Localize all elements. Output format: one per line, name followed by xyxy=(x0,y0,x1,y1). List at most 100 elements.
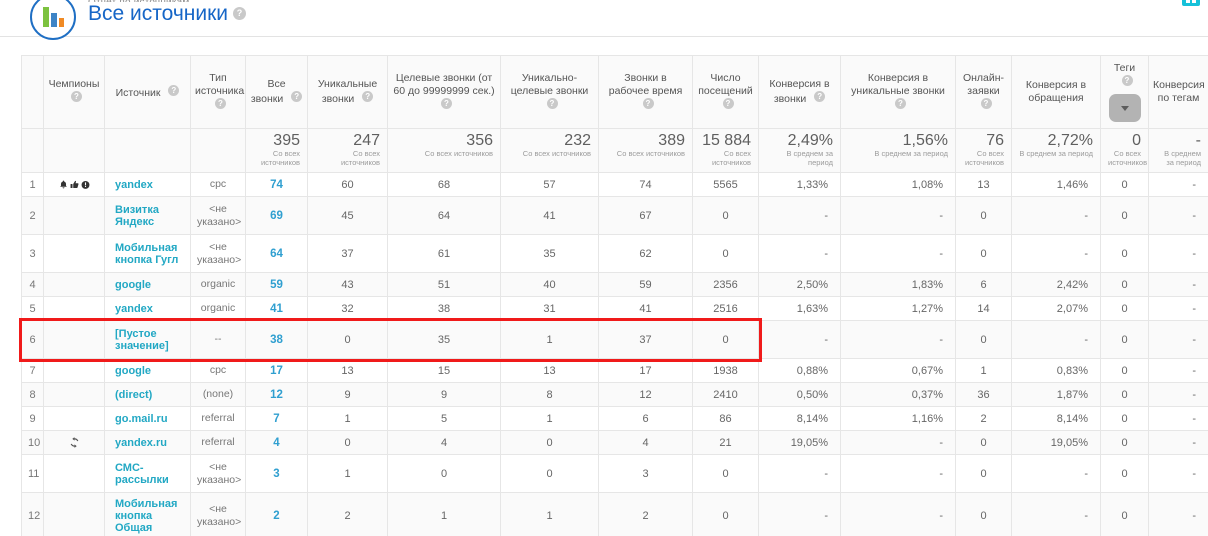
row-source[interactable]: go.mail.ru xyxy=(104,406,191,431)
help-icon[interactable]: ? xyxy=(233,7,247,20)
corner-badge-icon[interactable] xyxy=(1182,0,1200,6)
help-icon[interactable]: ? xyxy=(362,91,374,102)
col-header-work-time-calls[interactable]: Звонки в рабочее время ? xyxy=(598,55,693,129)
help-icon[interactable]: ? xyxy=(291,91,303,102)
table-row[interactable]: 9 go.mail.ru referral 7 1 5 1 6 86 8,14% 1,16% 2 8,1… xyxy=(21,406,1208,431)
help-icon[interactable]: ? xyxy=(546,97,558,109)
row-all-calls[interactable]: 38 xyxy=(245,320,308,359)
row-all-calls[interactable]: 17 xyxy=(245,358,308,383)
table-row[interactable]: 7 google cpc 17 13 15 13 17 1938 0,88% 0,67% 1 0,83%… xyxy=(21,358,1208,383)
source-link[interactable]: google xyxy=(115,278,152,291)
table-row[interactable]: 10 yandex.ru referral 4 0 4 0 4 21 19,05% -0 19,05%… xyxy=(21,430,1208,455)
row-source[interactable]: Визитка Яндекс xyxy=(104,196,191,235)
row-all-calls[interactable]: 74 xyxy=(245,172,308,197)
help-icon[interactable]: ? xyxy=(215,97,226,109)
row-champions[interactable] xyxy=(43,358,105,383)
refresh-icon[interactable] xyxy=(68,437,81,449)
table-row[interactable]: 6 [Пустое значение] -- 38 0 35 1 37 0- -0-0- xyxy=(21,320,1208,359)
alert-icon[interactable] xyxy=(80,179,91,191)
row-champions[interactable] xyxy=(43,454,105,493)
col-header-online-requests[interactable]: Онлайн-заявки ? xyxy=(955,55,1012,129)
row-conversion-appeals: 19,05% xyxy=(1011,430,1101,455)
row-source[interactable]: (direct) xyxy=(104,382,191,407)
row-source[interactable]: Мобильная кнопка Общая xyxy=(104,492,191,536)
row-source[interactable]: Мобильная кнопка Гугл xyxy=(104,234,191,273)
row-all-calls[interactable]: 2 xyxy=(245,492,308,536)
table-row[interactable]: 5 yandex organic 41 32 38 31 41 2516 1,63% 1,27% 14… xyxy=(21,296,1208,321)
source-link[interactable]: go.mail.ru xyxy=(115,412,168,425)
col-header-conversion-appeals[interactable]: Конверсия в обращения xyxy=(1011,55,1101,129)
row-source[interactable]: google xyxy=(104,358,191,383)
row-champions[interactable] xyxy=(43,196,105,235)
table-row[interactable]: 4 google organic 59 43 51 40 59 2356 2,50% 1,83% 6 2… xyxy=(21,272,1208,297)
help-icon[interactable]: ? xyxy=(895,97,906,109)
summary-note: Со всех источников xyxy=(260,149,300,167)
col-header-champions[interactable]: Чемпионы ? xyxy=(43,55,105,129)
help-icon[interactable]: ? xyxy=(441,97,452,109)
summary-note: Со всех источников xyxy=(340,149,380,167)
help-icon[interactable]: ? xyxy=(814,91,826,102)
col-header-unique-calls[interactable]: Уникальные звонки ? xyxy=(307,55,388,129)
source-link[interactable]: Мобильная кнопка Гугл xyxy=(115,241,179,266)
help-icon[interactable]: ? xyxy=(1121,75,1133,86)
row-champions[interactable] xyxy=(43,296,105,321)
source-link[interactable]: yandex xyxy=(115,178,153,191)
row-all-calls[interactable]: 41 xyxy=(245,296,308,321)
row-source[interactable]: СМС-рассылки xyxy=(104,454,191,493)
col-header-conversion-calls[interactable]: Конверсия в звонки ? xyxy=(758,55,841,129)
row-all-calls[interactable]: 69 xyxy=(245,196,308,235)
bell-icon[interactable] xyxy=(58,179,69,191)
row-source[interactable]: [Пустое значение] xyxy=(104,320,191,359)
help-icon[interactable]: ? xyxy=(722,97,734,109)
col-header-all-calls[interactable]: Все звонки ? xyxy=(245,55,308,129)
row-source[interactable]: yandex xyxy=(104,296,191,321)
help-icon[interactable]: ? xyxy=(71,91,82,102)
table-row[interactable]: 3 Мобильная кнопка Гугл <не указано> 64 37 61… xyxy=(21,234,1208,273)
col-header-unique-target-calls[interactable]: Уникально-целевые звонки ? xyxy=(500,55,599,129)
source-link[interactable]: yandex xyxy=(115,302,153,315)
help-icon[interactable]: ? xyxy=(980,97,992,109)
table-row[interactable]: 1 yandex cpc 74 60 68 57 74 5565 1,33% 1,08% 13 1,46… xyxy=(21,172,1208,197)
help-icon[interactable]: ? xyxy=(168,84,180,96)
col-header-conversion-unique-calls[interactable]: Конверсия в уникальные звонки ? xyxy=(840,55,956,129)
row-source[interactable]: yandex.ru xyxy=(104,430,191,455)
table-row[interactable]: 2 Визитка Яндекс <не указано> 69 45 64 41 67 0- -… xyxy=(21,196,1208,235)
source-link[interactable]: google xyxy=(115,364,152,377)
row-champions[interactable] xyxy=(43,320,105,359)
source-link[interactable]: [Пустое значение] xyxy=(115,327,169,352)
table-row[interactable]: 8 (direct) (none) 12 9 9 8 12 2410 0,50% 0,37% 36 1,… xyxy=(21,382,1208,407)
col-header-tags[interactable]: Теги ? xyxy=(1100,55,1149,129)
row-all-calls[interactable]: 7 xyxy=(245,406,308,431)
source-link[interactable]: Мобильная кнопка Общая xyxy=(115,498,178,534)
source-link[interactable]: (direct) xyxy=(115,388,153,401)
row-champions[interactable] xyxy=(43,172,105,197)
col-header-source-type[interactable]: Тип источника ? xyxy=(190,55,246,129)
row-all-calls[interactable]: 12 xyxy=(245,382,308,407)
row-champions[interactable] xyxy=(43,492,105,536)
col-header-visits[interactable]: Число посещений ? xyxy=(692,55,759,129)
row-champions[interactable] xyxy=(43,406,105,431)
row-all-calls[interactable]: 64 xyxy=(245,234,308,273)
row-champions[interactable] xyxy=(43,430,105,455)
summary-note: Со всех источников xyxy=(1108,149,1148,167)
row-work-time-calls: 59 xyxy=(598,272,693,297)
table-row[interactable]: 12 Мобильная кнопка Общая <не указано> 2 2 1 1… xyxy=(21,492,1208,536)
row-all-calls[interactable]: 4 xyxy=(245,430,308,455)
row-source[interactable]: google xyxy=(104,272,191,297)
source-link[interactable]: СМС-рассылки xyxy=(115,461,169,486)
col-header-source[interactable]: Источник ? xyxy=(104,55,191,129)
source-link[interactable]: yandex.ru xyxy=(115,436,167,449)
thumbs-up-icon[interactable] xyxy=(69,179,80,191)
row-champions[interactable] xyxy=(43,272,105,297)
row-source[interactable]: yandex xyxy=(104,172,191,197)
source-link[interactable]: Визитка Яндекс xyxy=(115,203,159,228)
row-all-calls[interactable]: 3 xyxy=(245,454,308,493)
table-row[interactable]: 11 СМС-рассылки <не указано> 3 1 0 0 3 0- -0-0- xyxy=(21,454,1208,493)
row-champions[interactable] xyxy=(43,234,105,273)
tags-dropdown-button[interactable] xyxy=(1108,94,1141,122)
help-icon[interactable]: ? xyxy=(642,97,654,109)
row-all-calls[interactable]: 59 xyxy=(245,272,308,297)
col-header-conversion-tags[interactable]: Конверсия по тегам xyxy=(1148,55,1208,129)
col-header-target-calls[interactable]: Целевые звонки (от 60 до 99999999 сек.) … xyxy=(387,55,501,129)
row-champions[interactable] xyxy=(43,382,105,407)
